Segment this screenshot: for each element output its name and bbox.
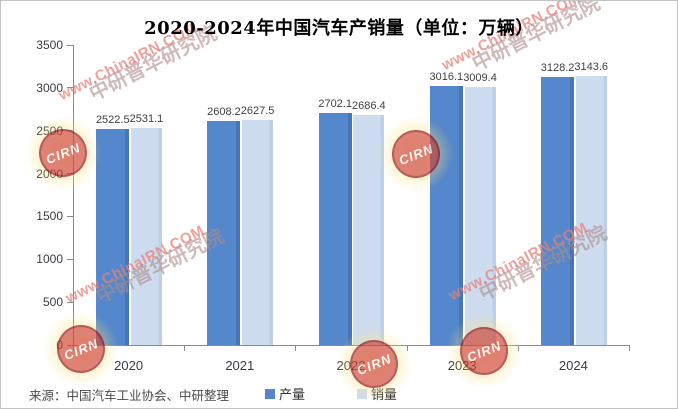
x-axis-label-2021: 2021 — [225, 358, 255, 373]
bar-column: 2627.5 — [240, 45, 275, 345]
source-note: 来源：中国汽车工业协会、中研整理 — [29, 389, 230, 403]
legend-label: 销量 — [371, 387, 398, 402]
y-axis-label: 3500 — [36, 38, 63, 52]
bar-销量-2021 — [242, 119, 274, 345]
bar-产量-2020 — [96, 128, 130, 345]
bar-value-label: 2522.5 — [95, 113, 130, 126]
bar-value-label: 3009.4 — [463, 72, 497, 85]
category-group-2021: 2608.2 2627.5 — [185, 45, 296, 345]
y-axis-label: 500 — [42, 295, 63, 310]
bar-产量-2024 — [541, 76, 575, 345]
bar-value-label: 2531.1 — [129, 113, 164, 126]
bar-产量-2021 — [207, 121, 241, 345]
x-axis-tick — [517, 346, 519, 351]
y-axis-label: 0 — [56, 338, 63, 352]
category-group-2024: 3128.2 3143.6 — [519, 45, 630, 345]
bar-value-label: 3143.6 — [574, 60, 609, 73]
y-axis-label: 2000 — [36, 166, 63, 181]
legend-item-销量: 销量 — [357, 384, 397, 403]
bar-column: 2608.2 — [207, 45, 241, 345]
legend-swatch-icon — [357, 388, 368, 399]
legend: 产量 销量 — [265, 384, 397, 403]
y-axis-label: 3000 — [36, 80, 63, 95]
y-axis-label: 1000 — [36, 252, 63, 267]
x-axis-label-2020: 2020 — [114, 358, 144, 373]
y-axis-tick — [67, 258, 73, 260]
x-axis-tick — [629, 346, 630, 351]
category-group-2023: 3016.1 3009.4 — [408, 45, 519, 345]
bar-column: 2686.4 — [352, 45, 386, 345]
y-axis-tick — [67, 87, 73, 89]
bar-column: 2531.1 — [129, 45, 164, 345]
legend-swatch-icon — [265, 388, 275, 399]
x-axis-tick — [406, 346, 408, 351]
legend-label: 产量 — [279, 387, 306, 402]
y-axis-label: 1500 — [36, 209, 63, 224]
bar-value-label: 2627.5 — [240, 104, 275, 117]
bar-value-label: 3016.1 — [429, 71, 464, 84]
bar-column: 3128.2 — [540, 45, 575, 345]
category-group-2022: 2702.1 2686.4 — [296, 45, 407, 345]
bar-产量-2023 — [429, 86, 463, 345]
y-axis-tick — [67, 215, 73, 217]
bar-value-label: 2686.4 — [351, 99, 386, 112]
category-group-2020: 2522.5 2531.1 — [74, 45, 185, 345]
bar-销量-2020 — [130, 128, 162, 345]
x-axis-tick — [184, 346, 186, 351]
chart-title: 2020-2024年中国汽车产销量（单位：万辆） — [144, 18, 534, 39]
x-axis-label-2022: 2022 — [336, 358, 366, 373]
bar-销量-2023 — [464, 87, 496, 345]
bar-value-label: 2702.1 — [318, 98, 352, 111]
y-axis-tick — [67, 301, 73, 303]
x-axis-tick — [73, 346, 74, 351]
bar-产量-2022 — [318, 113, 352, 345]
bar-column: 2702.1 — [318, 45, 352, 345]
bar-销量-2022 — [353, 114, 385, 345]
plot-area: 2522.5 2531.1 2608.2 2627.5 2702.1 2686.4 3016… — [73, 45, 630, 346]
bar-column: 2522.5 — [96, 45, 130, 345]
bar-column: 3009.4 — [463, 45, 497, 345]
legend-item-产量: 产量 — [265, 384, 305, 403]
bar-column: 3016.1 — [429, 45, 464, 345]
bar-value-label: 3128.2 — [540, 61, 575, 74]
x-axis-tick — [295, 346, 297, 351]
y-axis-tick — [67, 44, 73, 46]
bar-value-label: 2608.2 — [207, 106, 241, 119]
y-axis-label: 2500 — [36, 123, 63, 138]
x-axis-label-2024: 2024 — [558, 358, 588, 373]
x-axis-label-2023: 2023 — [447, 358, 477, 373]
bar-column: 3143.6 — [574, 45, 608, 345]
bar-销量-2024 — [575, 75, 607, 345]
